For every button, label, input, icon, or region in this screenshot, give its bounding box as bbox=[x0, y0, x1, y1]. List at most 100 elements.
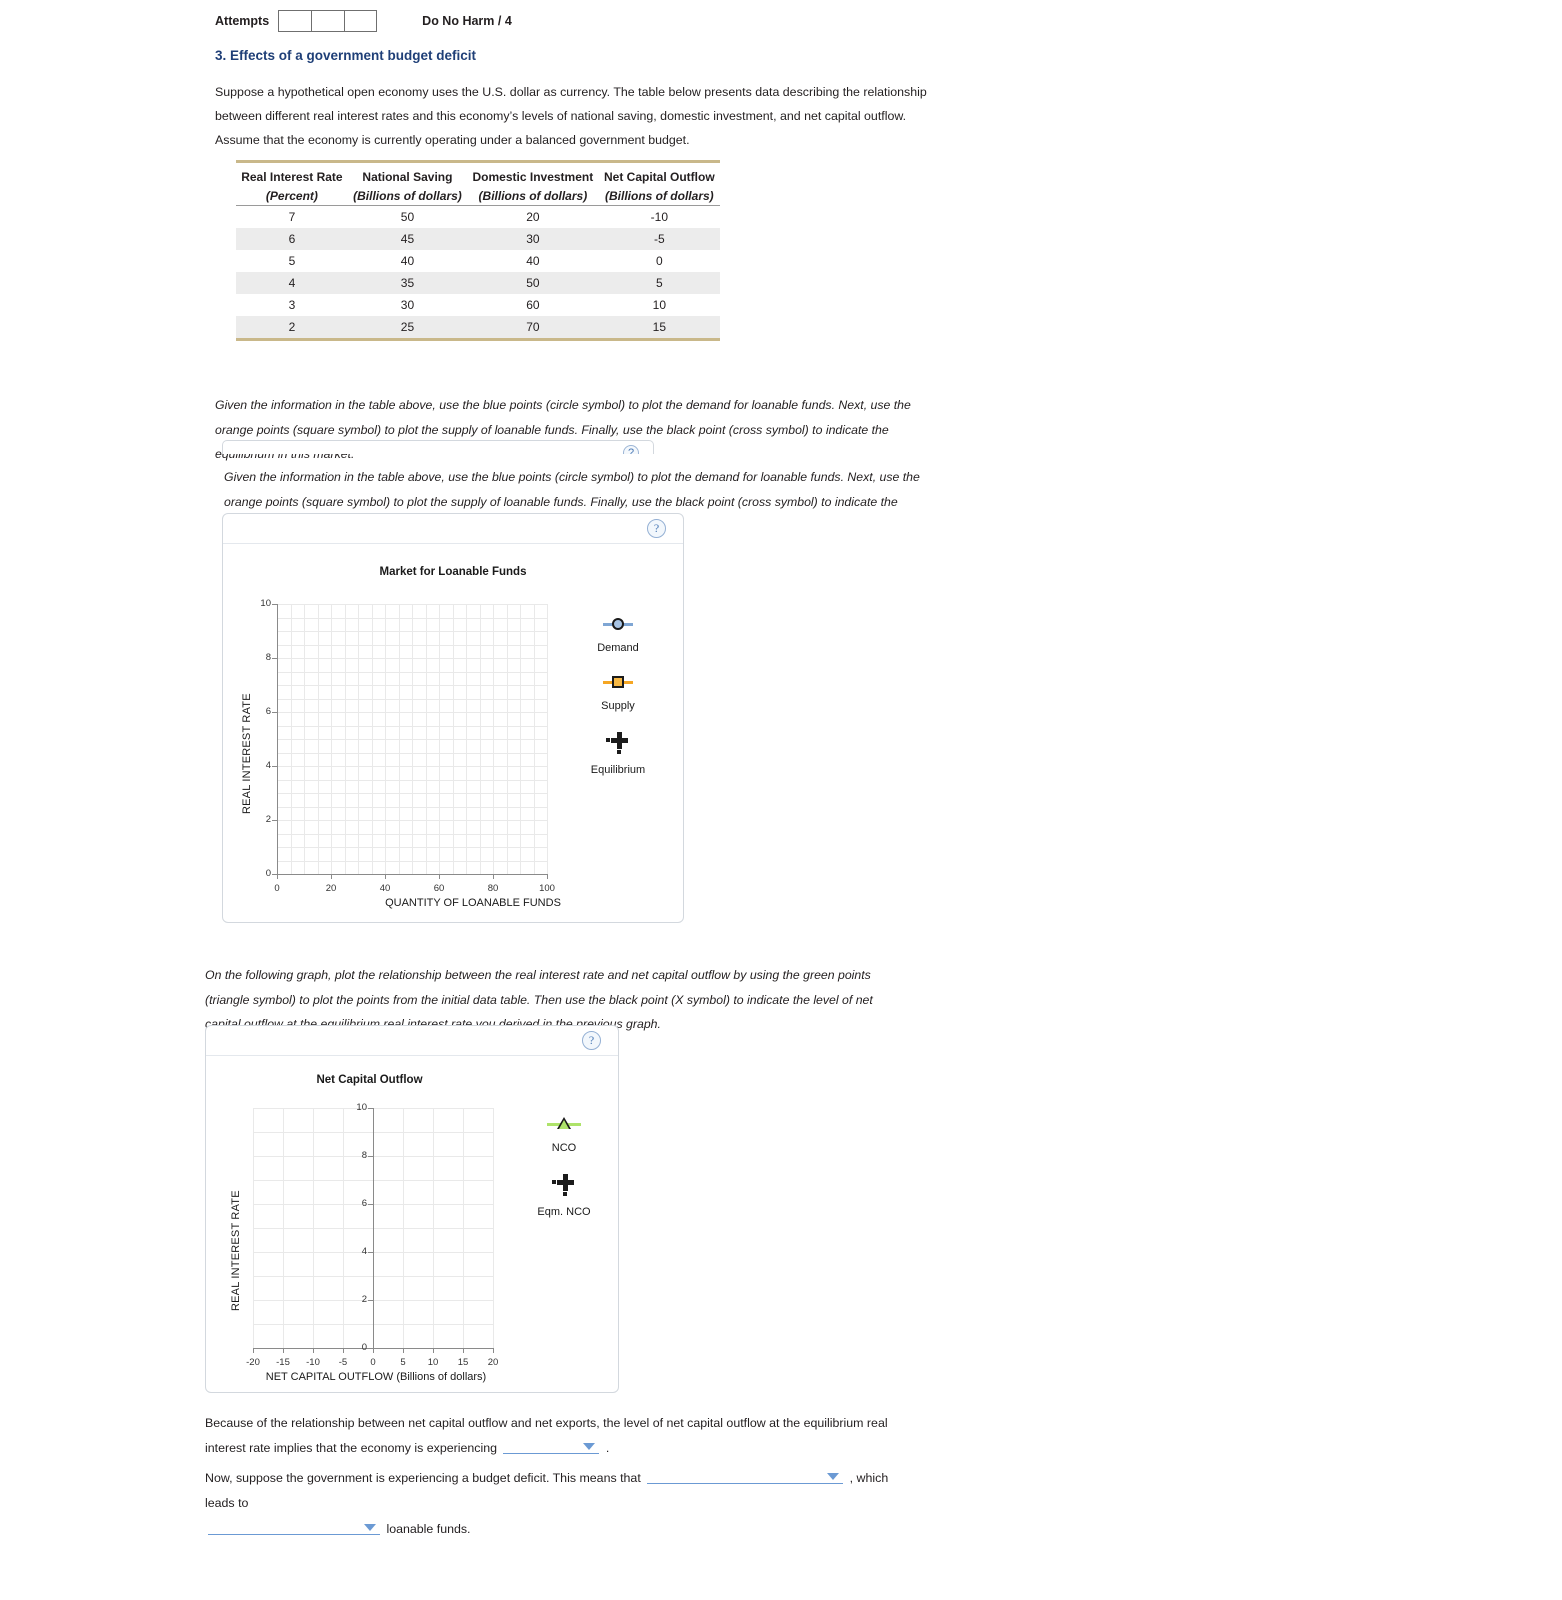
cell-nco: 15 bbox=[598, 316, 720, 340]
x-axis-title: NET CAPITAL OUTFLOW (Billions of dollars… bbox=[265, 1371, 487, 1383]
legend-item-eqm-nco[interactable]: Eqm. NCO bbox=[524, 1172, 604, 1218]
cell-investment: 20 bbox=[526, 210, 540, 225]
x-axis-tick bbox=[283, 1348, 284, 1353]
y-axis-title: REAL INTEREST RATE bbox=[230, 1190, 242, 1311]
legend-item-demand[interactable]: Demand bbox=[573, 614, 663, 654]
x-axis-tick-label: 60 bbox=[433, 883, 445, 894]
help-icon[interactable]: ? bbox=[623, 445, 639, 454]
chart-title: Market for Loanable Funds bbox=[379, 566, 527, 578]
cell-rate: 5 bbox=[288, 254, 296, 269]
y-axis-tick bbox=[368, 1300, 374, 1301]
x-axis-title: QUANTITY OF LOANABLE FUNDS bbox=[385, 897, 561, 909]
x-axis-tick-label: -5 bbox=[338, 1357, 348, 1368]
col-header-sub: (Percent) bbox=[265, 188, 318, 203]
col-header-domestic-investment: Domestic Investment (Billions of dollars… bbox=[467, 162, 599, 206]
y-axis-tick bbox=[272, 874, 278, 875]
nco-triangle-icon bbox=[524, 1114, 604, 1134]
x-axis-tick-label: 20 bbox=[487, 1357, 499, 1368]
help-icon[interactable]: ? bbox=[582, 1031, 601, 1050]
legend-item-equilibrium[interactable]: Equilibrium bbox=[573, 730, 663, 776]
cell-rate: 4 bbox=[236, 272, 348, 295]
col-header-sub: (Billions of dollars) bbox=[353, 188, 462, 203]
gridline-horizontal bbox=[277, 604, 547, 605]
x-axis-tick-label: 40 bbox=[379, 883, 391, 894]
col-header-real-interest-rate: Real Interest Rate (Percent) bbox=[236, 162, 348, 206]
col-header-sub: (Billions of dollars) bbox=[604, 188, 714, 203]
score-label: Do No Harm / 4 bbox=[422, 14, 512, 28]
x-axis-tick bbox=[277, 874, 278, 879]
gridline-horizontal bbox=[277, 820, 547, 821]
chevron-down-icon bbox=[583, 1443, 596, 1451]
help-icon[interactable]: ? bbox=[647, 519, 666, 538]
cell-rate: 3 bbox=[288, 298, 296, 313]
x-axis-tick bbox=[343, 1348, 344, 1353]
x-axis-tick-label: 10 bbox=[427, 1357, 439, 1368]
gridline-horizontal bbox=[277, 698, 547, 700]
gridline-horizontal bbox=[277, 658, 547, 659]
legend-item-nco[interactable]: NCO bbox=[524, 1114, 604, 1154]
data-table-wrapper: Real Interest Rate (Percent) National Sa… bbox=[236, 160, 720, 341]
x-axis-tick bbox=[373, 1348, 374, 1353]
attempts-label: Attempts bbox=[215, 14, 270, 28]
y-axis-tick-label: 0 bbox=[265, 868, 271, 879]
y-axis-tick-label: 6 bbox=[265, 706, 271, 717]
cell-saving: 25 bbox=[347, 316, 468, 340]
equilibrium-cross-icon bbox=[573, 730, 663, 754]
cell-rate: 6 bbox=[236, 228, 348, 251]
gridline-horizontal bbox=[277, 644, 547, 646]
y-axis-tick-label: 10 bbox=[260, 598, 271, 609]
y-axis-tick bbox=[368, 1348, 374, 1349]
cell-nco: -10 bbox=[650, 210, 668, 225]
gridline-horizontal bbox=[277, 793, 547, 794]
plot-area-loanable-funds[interactable] bbox=[277, 604, 548, 875]
instruction-nco: On the following graph, plot the relatio… bbox=[205, 968, 873, 1032]
page-title: 3. Effects of a government budget defici… bbox=[215, 48, 477, 63]
legend-label: Equilibrium bbox=[590, 764, 646, 776]
gridline-horizontal bbox=[277, 725, 547, 727]
closing-period-1: . bbox=[605, 1441, 610, 1456]
y-axis-tick-label: 6 bbox=[361, 1198, 367, 1209]
attempt-box-2[interactable] bbox=[311, 10, 345, 32]
y-axis-tick-label: 8 bbox=[265, 652, 271, 663]
attempt-box-1[interactable] bbox=[278, 10, 312, 32]
dropdown-deficit-effect[interactable] bbox=[647, 1468, 844, 1484]
legend-label: NCO bbox=[551, 1142, 577, 1154]
gridline-horizontal bbox=[277, 685, 547, 686]
attempt-box-3[interactable] bbox=[344, 10, 378, 32]
table-header-row: Real Interest Rate (Percent) National Sa… bbox=[236, 161, 720, 206]
dropdown-loanable-funds-change[interactable] bbox=[208, 1519, 380, 1535]
x-axis-tick-label: -10 bbox=[306, 1357, 320, 1368]
closing-text-2b: , which leads to bbox=[205, 1471, 889, 1511]
table-row: 3 30 60 10 bbox=[236, 294, 720, 316]
dropdown-net-exports[interactable] bbox=[503, 1438, 600, 1455]
x-axis-tick-label: 5 bbox=[400, 1357, 406, 1368]
cell-nco: -5 bbox=[598, 228, 720, 251]
chart-legend: Demand Supply Equilibrium bbox=[573, 614, 663, 794]
gridline-horizontal bbox=[277, 752, 547, 754]
y-axis-tick-label: 10 bbox=[356, 1102, 367, 1113]
y-axis-tick-label: 4 bbox=[265, 760, 271, 771]
x-axis-tick bbox=[547, 874, 548, 879]
panel-toolbar bbox=[206, 1026, 618, 1056]
cell-saving: 40 bbox=[400, 254, 415, 269]
legend-item-supply[interactable]: Supply bbox=[573, 672, 663, 712]
x-axis-tick bbox=[493, 874, 494, 879]
gridline-horizontal bbox=[277, 847, 547, 848]
x-axis-tick bbox=[331, 874, 332, 879]
supply-square-icon bbox=[573, 672, 663, 692]
table-row: 5 40 40 0 bbox=[236, 250, 720, 272]
cell-investment: 40 bbox=[526, 254, 540, 269]
x-axis-tick-label: 0 bbox=[274, 883, 280, 894]
closing-paragraph-1: Because of the relationship between net … bbox=[205, 1411, 905, 1462]
col-header-main: National Saving bbox=[362, 170, 453, 184]
data-table: Real Interest Rate (Percent) National Sa… bbox=[236, 160, 720, 341]
cell-investment: 70 bbox=[467, 316, 599, 340]
x-axis-tick-label: 0 bbox=[370, 1357, 376, 1368]
gridline-horizontal bbox=[277, 833, 547, 835]
y-axis-tick bbox=[272, 766, 278, 767]
x-axis-tick bbox=[433, 1348, 434, 1353]
attempt-box-group bbox=[278, 10, 378, 32]
y-axis-tick-label: 2 bbox=[361, 1294, 367, 1305]
graph-panel-loanable-funds: ? Market for Loanable Funds REAL INTERES… bbox=[222, 513, 684, 923]
